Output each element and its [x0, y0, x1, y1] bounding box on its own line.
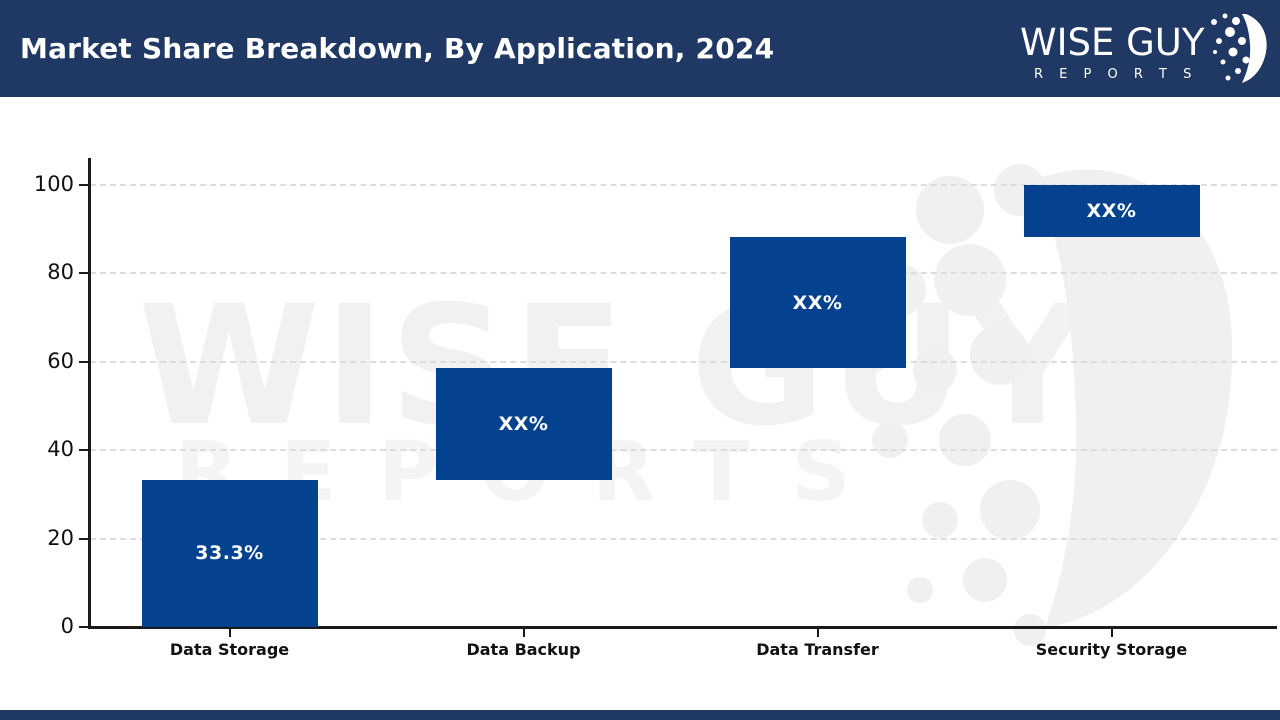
x-tick-label-security-storage: Security Storage — [1035, 640, 1188, 659]
y-tick-label-60: 60 — [47, 348, 74, 373]
y-axis-line — [88, 158, 91, 629]
bar-data-backup: XX% — [435, 367, 612, 480]
bar-value-label-data-transfer: XX% — [792, 291, 843, 314]
bar-value-label-data-storage: 33.3% — [195, 542, 264, 565]
x-tick-label-data-storage: Data Storage — [169, 640, 290, 659]
logo-subtext: R E P O R T S — [1034, 67, 1197, 82]
logo-wordmark: WISE GUY — [1020, 21, 1205, 64]
bar-data-storage: 33.3% — [141, 479, 318, 627]
y-tick-0 — [79, 626, 88, 628]
y-tick-label-20: 20 — [47, 525, 74, 550]
footer-bar — [0, 710, 1280, 720]
y-tick-label-80: 80 — [47, 260, 74, 285]
bar-value-label-data-backup: XX% — [498, 412, 549, 435]
bar-security-storage: XX% — [1023, 184, 1200, 238]
y-tick-100 — [79, 183, 88, 186]
y-tick-label-40: 40 — [47, 437, 74, 462]
x-tick-data-transfer — [816, 628, 819, 637]
gridline-60 — [90, 360, 1277, 363]
y-tick-label-0: 0 — [60, 614, 74, 638]
gridline-80 — [90, 272, 1277, 275]
x-tick-label-data-backup: Data Backup — [466, 640, 581, 659]
x-tick-label-data-transfer: Data Transfer — [756, 640, 879, 659]
y-tick-40 — [79, 449, 88, 452]
bar-data-transfer: XX% — [729, 237, 906, 368]
y-tick-80 — [79, 272, 88, 275]
x-axis-line — [88, 626, 1277, 629]
x-tick-security-storage — [1110, 628, 1113, 637]
wiseguy-logo: WISE GUY R E P O R T S — [1020, 13, 1267, 83]
y-tick-label-100: 100 — [33, 171, 74, 196]
y-tick-60 — [79, 360, 88, 363]
y-tick-20 — [79, 537, 88, 540]
chart-title: Market Share Breakdown, By Application, … — [20, 32, 775, 65]
x-tick-data-storage — [228, 628, 231, 637]
logo-head-icon — [1211, 13, 1267, 83]
x-tick-data-backup — [522, 628, 525, 637]
header-bar: Market Share Breakdown, By Application, … — [0, 0, 1280, 97]
bar-value-label-security-storage: XX% — [1086, 200, 1137, 222]
gridline-20 — [90, 537, 1277, 540]
gridline-100 — [90, 183, 1277, 186]
gridline-40 — [90, 449, 1277, 452]
